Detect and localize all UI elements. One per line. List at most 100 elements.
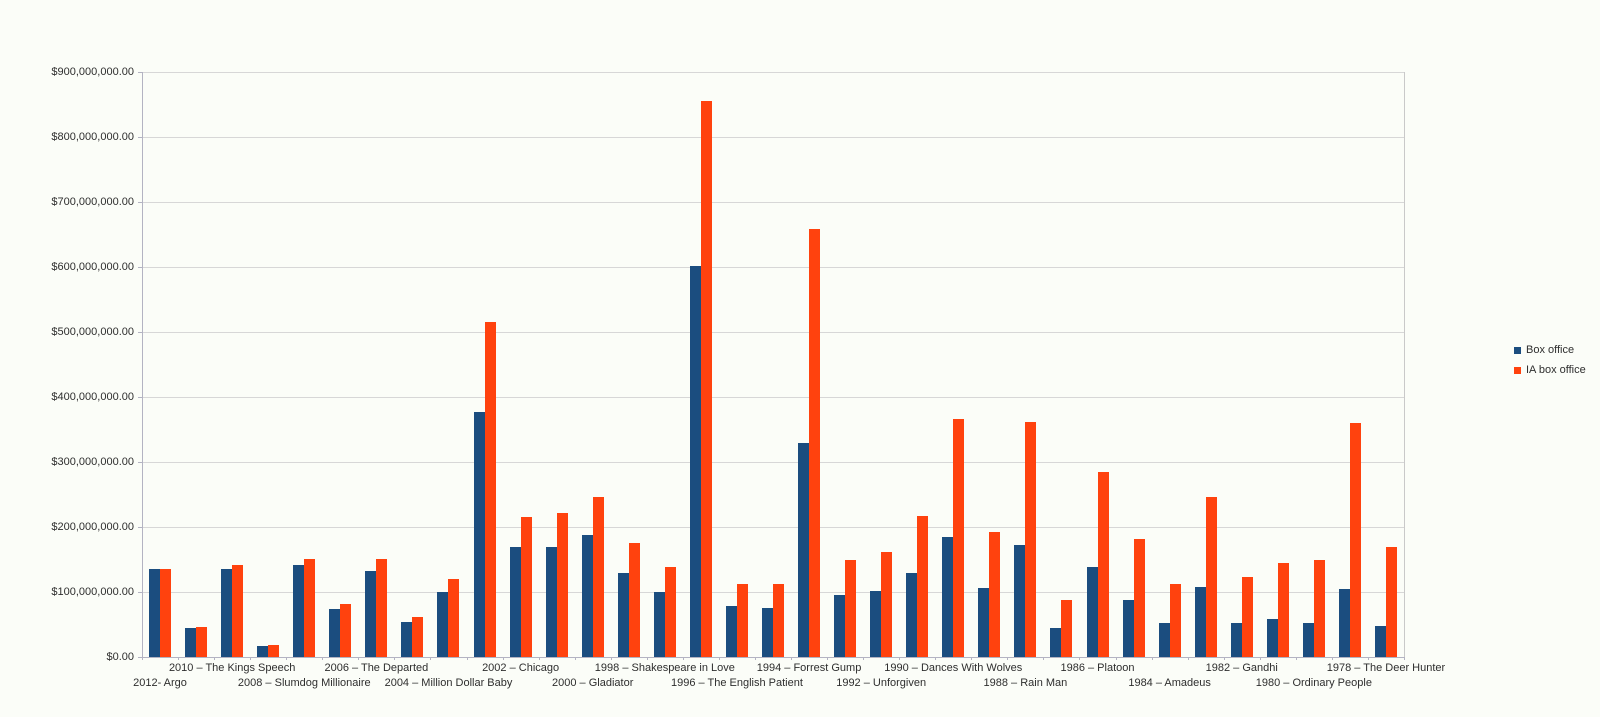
x-axis-tick: [250, 657, 252, 660]
bar-box-office: [978, 588, 990, 657]
bar-ia-box-office: [1385, 547, 1397, 657]
x-axis-tick: [791, 657, 793, 660]
bar-box-office: [942, 537, 954, 657]
x-axis-label: 2012- Argo: [133, 677, 187, 689]
bar-ia-box-office: [1061, 600, 1073, 657]
bar-box-office: [257, 645, 269, 657]
x-axis-tick: [286, 657, 288, 660]
bar-box-office: [798, 442, 810, 657]
x-axis-tick: [502, 657, 504, 660]
bar-ia-box-office: [196, 627, 208, 657]
bar-box-office: [762, 608, 773, 657]
x-axis-label: 1980 – Ordinary People: [1255, 677, 1372, 689]
y-axis-tick: [138, 72, 142, 73]
bar-ia-box-office: [232, 564, 244, 657]
bar-ia-box-office: [376, 558, 388, 657]
bar-box-office: [581, 535, 593, 657]
legend-swatch-icon: [1514, 346, 1521, 354]
bar-box-office: [545, 546, 557, 657]
y-axis-label: $500,000,000.00: [51, 326, 134, 338]
bar-ia-box-office: [1025, 421, 1037, 657]
x-axis-tick: [971, 657, 973, 660]
bar-ia-box-office: [1349, 423, 1361, 657]
bar-ia-box-office: [1205, 497, 1217, 657]
legend: Box office IA box office: [1514, 344, 1586, 384]
legend-label: IA box office: [1526, 364, 1586, 376]
bar-ia-box-office: [160, 568, 172, 657]
bar-box-office: [1014, 545, 1026, 657]
bar-ia-box-office: [953, 419, 965, 657]
legend-item: Box office: [1514, 344, 1586, 356]
bar-ia-box-office: [1241, 577, 1253, 657]
bar-box-office: [1266, 619, 1278, 657]
y-axis-label: $100,000,000.00: [51, 586, 134, 598]
x-axis-label: 2002 – Chicago: [482, 662, 560, 674]
y-axis-label: $600,000,000.00: [51, 261, 134, 273]
x-axis-tick: [646, 657, 648, 660]
bar-ia-box-office: [304, 558, 316, 657]
x-axis-tick: [1367, 657, 1369, 660]
x-axis-tick: [1295, 657, 1297, 660]
bar-box-office: [870, 591, 882, 657]
bar-ia-box-office: [989, 532, 1001, 657]
y-axis-tick: [138, 592, 142, 593]
bar-ia-box-office: [773, 584, 784, 657]
y-axis-tick: [138, 267, 142, 268]
bar-box-office: [1194, 586, 1206, 657]
bar-box-office: [653, 592, 665, 657]
y-axis-label: $0.00: [106, 651, 134, 663]
x-axis-label: 2006 – The Departed: [324, 662, 429, 674]
x-axis-label: 2000 – Gladiator: [552, 677, 634, 689]
y-gridline: [142, 202, 1404, 203]
bar-ia-box-office: [700, 101, 712, 657]
x-axis-label: 1986 – Platoon: [1060, 662, 1135, 674]
bar-ia-box-office: [484, 322, 496, 657]
x-axis-tick: [430, 657, 432, 660]
bar-ia-box-office: [448, 579, 460, 657]
bar-ia-box-office: [268, 645, 280, 657]
x-axis-label: 1988 – Rain Man: [983, 677, 1068, 689]
x-axis-tick: [1331, 657, 1333, 660]
bar-ia-box-office: [1097, 471, 1109, 657]
x-axis-tick: [214, 657, 216, 660]
bar-ia-box-office: [917, 515, 929, 657]
bar-ia-box-office: [520, 517, 532, 657]
x-axis-tick: [466, 657, 468, 660]
x-axis-label: 1994 – Forrest Gump: [756, 662, 862, 674]
x-axis-label: 1998 – Shakespeare in Love: [594, 662, 735, 674]
x-axis-tick: [1187, 657, 1189, 660]
x-axis-label: 2008 – Slumdog Millionaire: [237, 677, 371, 689]
bar-box-office: [437, 592, 449, 657]
bar-ia-box-office: [628, 542, 640, 657]
x-axis-tick: [1151, 657, 1153, 660]
bar-box-office: [689, 266, 701, 657]
y-axis-tick: [138, 397, 142, 398]
x-axis-label: 1992 – Unforgiven: [836, 677, 927, 689]
y-gridline: [142, 137, 1404, 138]
y-gridline: [142, 462, 1404, 463]
y-axis-tick: [138, 202, 142, 203]
bar-box-office: [329, 608, 341, 657]
x-axis-tick: [1259, 657, 1261, 660]
x-axis-tick: [322, 657, 324, 660]
x-axis-label: 2004 – Million Dollar Baby: [384, 677, 513, 689]
bar-box-office: [1338, 588, 1350, 657]
y-axis-label: $200,000,000.00: [51, 521, 134, 533]
bar-box-office: [1374, 625, 1386, 657]
y-axis-label: $300,000,000.00: [51, 456, 134, 468]
x-axis-tick: [935, 657, 937, 660]
y-axis-tick: [138, 527, 142, 528]
x-axis-tick: [142, 657, 143, 660]
x-axis-tick: [178, 657, 180, 660]
bar-box-office: [1086, 567, 1098, 657]
x-axis-label: 1982 – Gandhi: [1205, 662, 1278, 674]
x-axis-label: 2010 – The Kings Speech: [168, 662, 296, 674]
bar-ia-box-office: [340, 604, 352, 657]
x-axis-tick: [1115, 657, 1117, 660]
x-axis-tick: [394, 657, 396, 660]
x-axis-tick: [827, 657, 829, 660]
y-axis-label: $400,000,000.00: [51, 391, 134, 403]
bar-ia-box-office: [845, 559, 857, 657]
bar-box-office: [1158, 623, 1170, 657]
